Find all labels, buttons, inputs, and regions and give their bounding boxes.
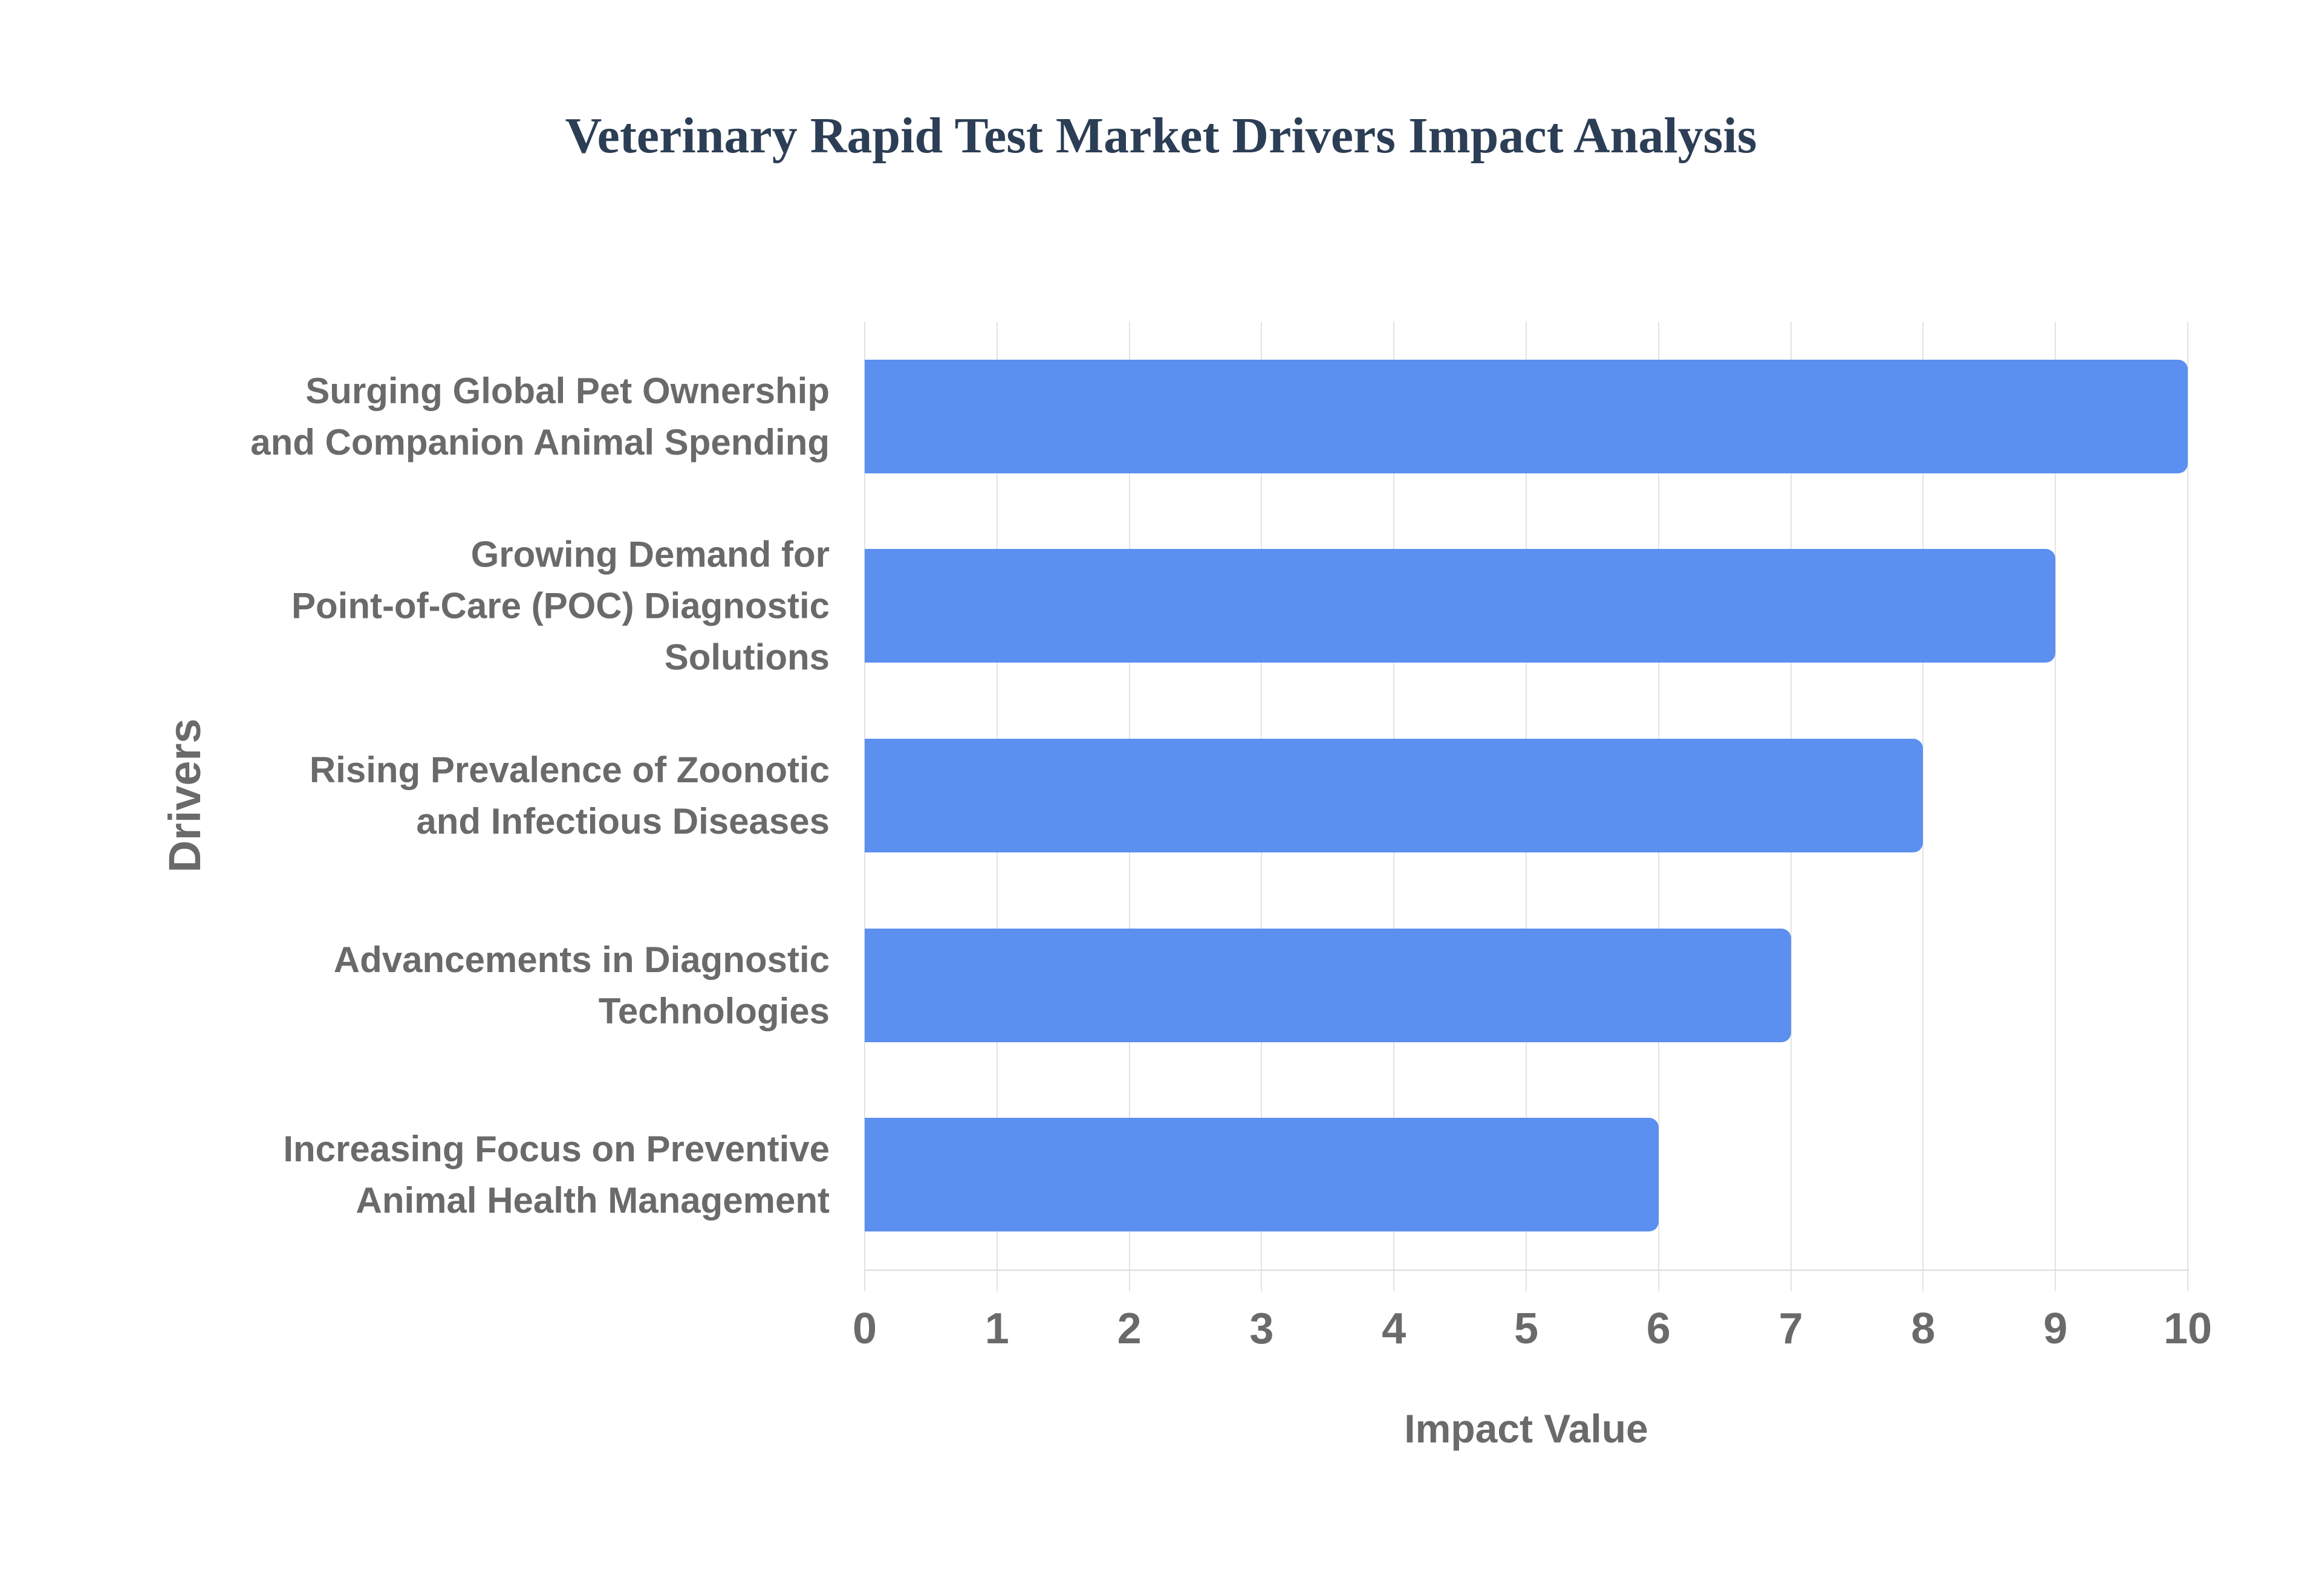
x-tick-label-6: 6	[1646, 1305, 1671, 1353]
chart-title: Veterinary Rapid Test Market Drivers Imp…	[565, 108, 1757, 164]
x-tick-label-8: 8	[1911, 1305, 1936, 1353]
y-tick-label-3: Advancements in Diagnostic Technologies	[333, 939, 830, 1031]
x-tick-label-10: 10	[2163, 1305, 2213, 1353]
plot-area	[864, 322, 2189, 1291]
x-tick-label-4: 4	[1382, 1305, 1407, 1353]
gridline-x-8	[1922, 322, 1924, 1291]
y-tick-label-4: Increasing Focus on Preventive Animal Hea…	[283, 1129, 830, 1221]
x-tick-label-9: 9	[2043, 1305, 2068, 1353]
bar-0[interactable]	[865, 359, 2188, 473]
x-tick-label-3: 3	[1249, 1305, 1274, 1353]
y-tick-label-0: Surging Global Pet Ownership and Companio…	[250, 370, 830, 462]
x-tick-label-7: 7	[1778, 1305, 1803, 1353]
gridline-x-10	[2187, 322, 2188, 1291]
x-tick-label-0: 0	[852, 1305, 877, 1353]
x-tick-label-2: 2	[1117, 1305, 1142, 1353]
x-tick-label-1: 1	[984, 1305, 1009, 1353]
bar-3[interactable]	[865, 928, 1791, 1042]
x-axis-title: Impact Value	[1404, 1406, 1648, 1451]
x-tick-label-5: 5	[1514, 1305, 1539, 1353]
y-tick-label-1: Growing Demand for Point-of-Care (POC) Di…	[291, 534, 830, 678]
gridline-x-9	[2055, 322, 2057, 1291]
bar-2[interactable]	[865, 739, 1924, 852]
bar-4[interactable]	[865, 1118, 1659, 1232]
x-axis-line	[865, 1270, 2189, 1271]
bar-1[interactable]	[865, 549, 2056, 663]
y-tick-label-2: Rising Prevalence of Zoonotic and Infecti…	[309, 750, 830, 842]
